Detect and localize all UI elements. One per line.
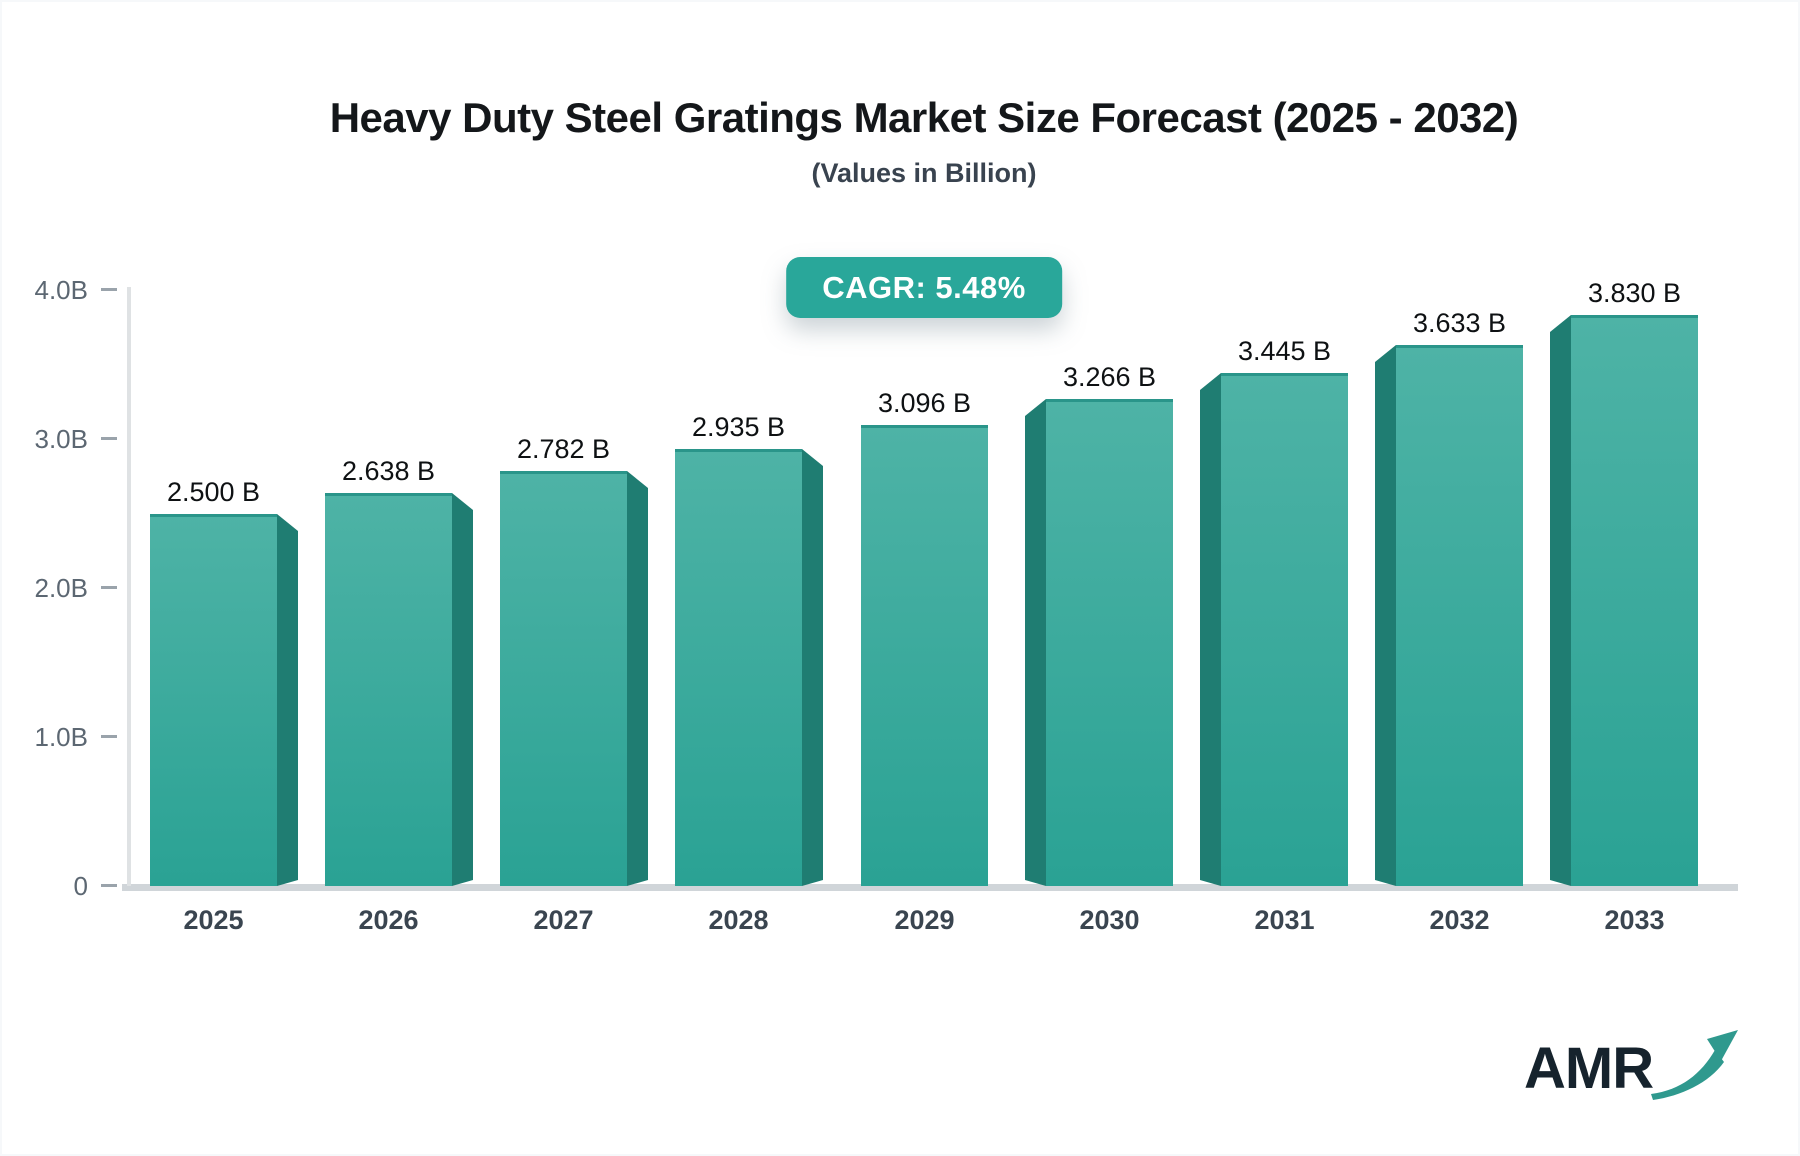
- y-tick-dash: [101, 884, 117, 887]
- bar-value-label: 2.935 B: [692, 412, 785, 442]
- bar-face: [1396, 345, 1523, 886]
- bar-side: [1025, 399, 1046, 886]
- x-axis-label: 2032: [1429, 905, 1489, 935]
- bar-face: [675, 449, 802, 886]
- bar-top-edge: [500, 471, 627, 474]
- bar-side: [452, 493, 473, 886]
- bar-top-edge: [1046, 399, 1173, 402]
- cagr-badge: CAGR: 5.48%: [786, 257, 1062, 318]
- bar-face: [1221, 373, 1348, 886]
- bar-top-edge: [1221, 373, 1348, 376]
- y-tick-dash: [101, 288, 117, 291]
- bar-value-label: 2.782 B: [517, 434, 610, 464]
- x-axis-label: 2028: [708, 905, 768, 935]
- x-axis-label: 2030: [1079, 905, 1139, 935]
- bar-value-label: 3.096 B: [878, 388, 971, 418]
- y-tick-dash: [101, 437, 117, 440]
- bar-group-2025: 2.500 B 2025: [150, 477, 298, 935]
- bar-group-2033: 3.830 B 2033: [1550, 278, 1698, 935]
- bar-value-label: 2.500 B: [167, 477, 260, 507]
- bar-value-label: 2.638 B: [342, 456, 435, 486]
- x-axis-label: 2033: [1604, 905, 1664, 935]
- x-axis-label: 2029: [894, 905, 954, 935]
- bar-value-label: 3.445 B: [1238, 336, 1331, 366]
- bar-face: [861, 425, 988, 886]
- y-tick-label: 1.0B: [35, 722, 89, 752]
- y-tick-label: 4.0B: [35, 275, 89, 305]
- y-tick-dash: [101, 735, 117, 738]
- bar-side: [277, 514, 298, 886]
- x-axis-label: 2025: [183, 905, 243, 935]
- bar-group-2029: 3.096 B 2029: [861, 388, 988, 935]
- amr-logo-text: AMR: [1524, 1036, 1654, 1101]
- bar-side: [627, 471, 648, 886]
- bar-group-2032: 3.633 B 2032: [1375, 308, 1523, 935]
- bar-top-edge: [861, 425, 988, 428]
- bar-face: [500, 471, 627, 886]
- bar-side: [1375, 345, 1396, 886]
- bar-side: [802, 449, 823, 886]
- amr-logo: AMR: [1524, 1028, 1741, 1104]
- bar-face: [1571, 315, 1698, 886]
- bar-group-2028: 2.935 B 2028: [675, 412, 823, 935]
- bar-face: [1046, 399, 1173, 886]
- y-axis-line: [127, 287, 131, 886]
- bar-group-2031: 3.445 B 2031: [1200, 336, 1348, 935]
- x-axis-label: 2027: [533, 905, 593, 935]
- chart-title: Heavy Duty Steel Gratings Market Size Fo…: [329, 94, 1519, 141]
- y-tick-label: 2.0B: [35, 573, 89, 603]
- bar-top-edge: [1396, 345, 1523, 348]
- growth-arrow-icon: [1651, 1030, 1739, 1100]
- x-axis-label: 2026: [358, 905, 418, 935]
- y-tick-label: 3.0B: [35, 424, 89, 454]
- bar-group-2026: 2.638 B 2026: [325, 456, 473, 935]
- bar-side: [1200, 373, 1221, 886]
- x-axis-baseline: [122, 884, 1738, 891]
- bar-top-edge: [675, 449, 802, 452]
- bar-value-label: 3.266 B: [1063, 362, 1156, 392]
- bar-value-label: 3.633 B: [1413, 308, 1506, 338]
- bar-top-edge: [150, 514, 277, 517]
- bar-top-edge: [325, 493, 452, 496]
- bar-side: [1550, 315, 1571, 886]
- bar-group-2027: 2.782 B 2027: [500, 434, 648, 935]
- y-tick-dash: [101, 586, 117, 589]
- bar-face: [150, 514, 277, 886]
- chart-subtitle: (Values in Billion): [811, 158, 1037, 188]
- bar-group-2030: 3.266 B 2030: [1025, 362, 1173, 935]
- bar-top-edge: [1571, 315, 1698, 318]
- bar-face: [325, 493, 452, 886]
- bar-value-label: 3.830 B: [1588, 278, 1681, 308]
- x-axis-label: 2031: [1254, 905, 1314, 935]
- y-tick-label: 0: [74, 871, 88, 901]
